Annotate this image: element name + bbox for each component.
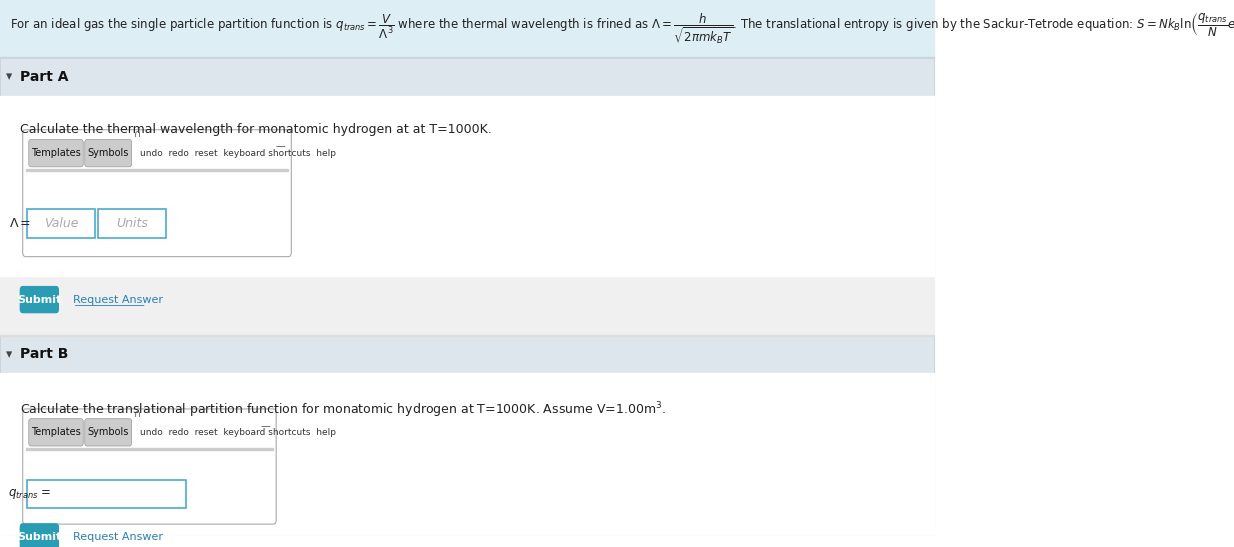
Text: Submit: Submit — [17, 532, 62, 542]
Text: Value: Value — [44, 217, 79, 230]
Text: Request Answer: Request Answer — [73, 295, 163, 305]
FancyBboxPatch shape — [28, 418, 83, 446]
Text: $q_{trans}$ =: $q_{trans}$ = — [7, 487, 51, 501]
FancyBboxPatch shape — [22, 130, 291, 257]
Bar — [26, 169, 289, 171]
Text: Symbols: Symbols — [88, 427, 128, 438]
Text: ∩: ∩ — [135, 409, 141, 418]
Bar — [0, 57, 934, 59]
Text: $\blacktriangledown$: $\blacktriangledown$ — [5, 348, 14, 361]
Bar — [0, 335, 934, 336]
FancyBboxPatch shape — [20, 286, 59, 313]
Bar — [0, 59, 934, 96]
Bar — [0, 373, 934, 534]
Bar — [99, 209, 167, 238]
Text: Part A: Part A — [20, 70, 68, 84]
Text: undo  redo  reset  keyboard shortcuts  help: undo redo reset keyboard shortcuts help — [139, 428, 336, 437]
Text: Symbols: Symbols — [88, 148, 128, 158]
Text: ∩: ∩ — [135, 130, 141, 139]
Text: —: — — [260, 421, 270, 430]
Text: Calculate the thermal wavelength for monatomic hydrogen at at T=1000K.: Calculate the thermal wavelength for mon… — [20, 123, 491, 136]
FancyBboxPatch shape — [22, 409, 276, 524]
Text: For an ideal gas the single particle partition function is $q_{trans}=\dfrac{V}{: For an ideal gas the single particle par… — [10, 11, 1234, 46]
Bar — [27, 209, 95, 238]
Text: —: — — [275, 142, 285, 152]
Text: $\blacktriangledown$: $\blacktriangledown$ — [5, 71, 14, 84]
Text: Calculate the translational partition function for monatomic hydrogen at T=1000K: Calculate the translational partition fu… — [20, 400, 665, 420]
Bar — [0, 0, 934, 57]
Text: Templates: Templates — [31, 427, 81, 438]
Text: Part B: Part B — [20, 347, 68, 361]
Text: Submit: Submit — [17, 295, 62, 305]
Bar — [0, 96, 934, 276]
FancyBboxPatch shape — [85, 418, 132, 446]
Text: $\Lambda =$: $\Lambda =$ — [9, 217, 31, 230]
Text: Templates: Templates — [31, 148, 81, 158]
Text: Units: Units — [116, 217, 148, 230]
Bar — [26, 449, 273, 450]
Bar — [0, 59, 934, 534]
Text: undo  redo  reset  keyboard shortcuts  help: undo redo reset keyboard shortcuts help — [139, 149, 336, 158]
FancyBboxPatch shape — [20, 523, 59, 547]
FancyBboxPatch shape — [85, 139, 132, 167]
Bar — [0, 336, 934, 373]
Bar — [27, 480, 186, 508]
Text: Request Answer: Request Answer — [73, 532, 163, 542]
FancyBboxPatch shape — [28, 139, 83, 167]
